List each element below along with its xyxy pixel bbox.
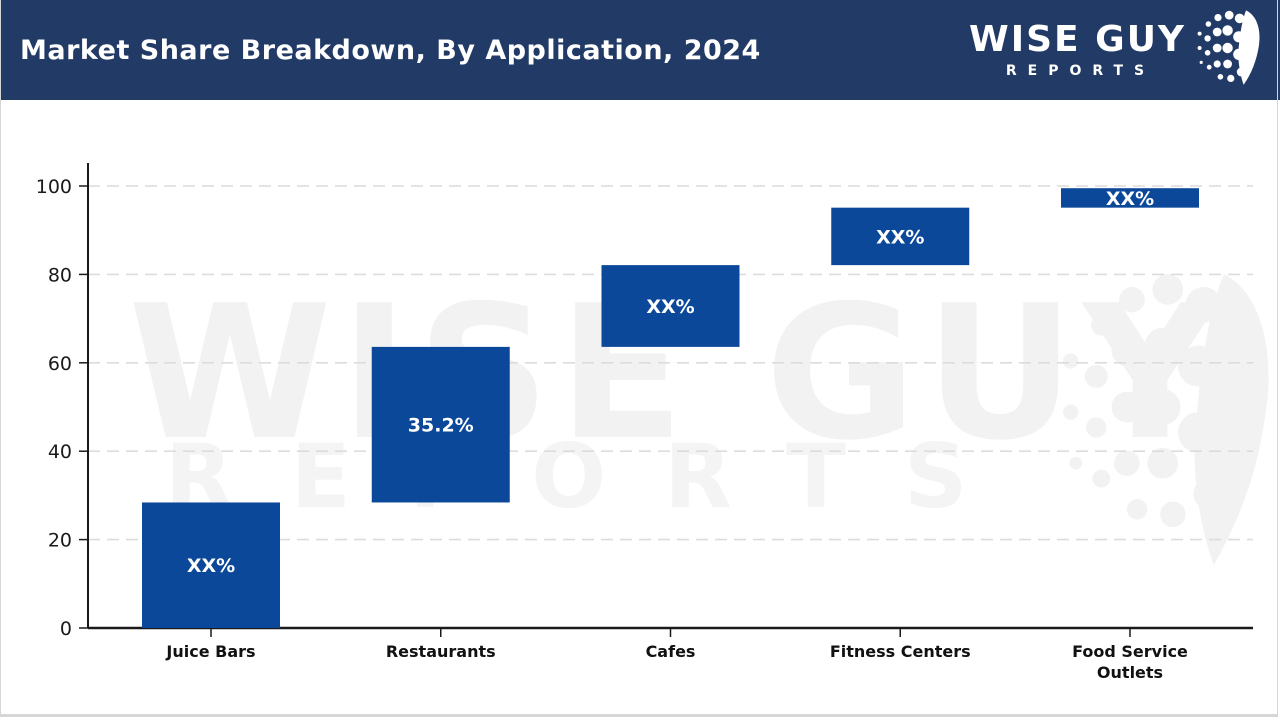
x-category-label: Fitness Centers bbox=[830, 642, 971, 661]
watermark-text-reports: REPORTS bbox=[165, 425, 1026, 528]
brand-logo-line2: REPORTS bbox=[1005, 63, 1156, 79]
bar-food-service-outlets bbox=[1061, 188, 1199, 208]
y-tick-label: 100 bbox=[36, 176, 72, 198]
x-category-label: Juice Bars bbox=[165, 642, 255, 661]
y-tick-label: 20 bbox=[48, 530, 72, 552]
brand-logo-line1: WISE GUY bbox=[968, 19, 1186, 60]
bar-juice-bars bbox=[142, 502, 280, 628]
bar-cafes bbox=[601, 265, 740, 347]
bar-labels: XX% 35.2% XX% XX% XX% bbox=[187, 188, 1154, 577]
x-category-label: Cafes bbox=[646, 642, 696, 661]
bar-fitness-centers bbox=[831, 207, 970, 266]
bar-value-label: XX% bbox=[1106, 188, 1154, 210]
bar-value-label: XX% bbox=[876, 226, 924, 248]
x-axis-ticks: Juice Bars Restaurants Cafes Fitness Center… bbox=[165, 628, 1188, 682]
y-tick-label: 40 bbox=[48, 441, 72, 463]
bar-value-label: 35.2% bbox=[408, 415, 474, 437]
bar-value-label: XX% bbox=[646, 296, 694, 318]
header-bar: Market Share Breakdown, By Application, … bbox=[0, 0, 1280, 100]
brand-logo: WISE GUY REPORTS bbox=[969, 8, 1262, 92]
bar-restaurants bbox=[371, 346, 510, 503]
page-title: Market Share Breakdown, By Application, … bbox=[20, 34, 761, 66]
x-category-label: Restaurants bbox=[386, 642, 496, 661]
y-tick-label: 80 bbox=[48, 264, 72, 286]
x-category-label: Food Service bbox=[1072, 642, 1188, 661]
bars bbox=[142, 188, 1199, 628]
brand-logo-text: WISE GUY REPORTS bbox=[969, 20, 1186, 80]
y-tick-label: 60 bbox=[48, 353, 72, 375]
x-category-label: Outlets bbox=[1097, 663, 1163, 682]
y-axis-ticks: 0 20 40 60 80 100 bbox=[36, 176, 88, 640]
bar-value-label: XX% bbox=[187, 555, 235, 577]
y-tick-label: 0 bbox=[60, 618, 72, 640]
watermark-face-dots bbox=[1063, 274, 1269, 566]
gridlines bbox=[88, 185, 1253, 541]
brand-logo-face-icon bbox=[1197, 10, 1260, 85]
